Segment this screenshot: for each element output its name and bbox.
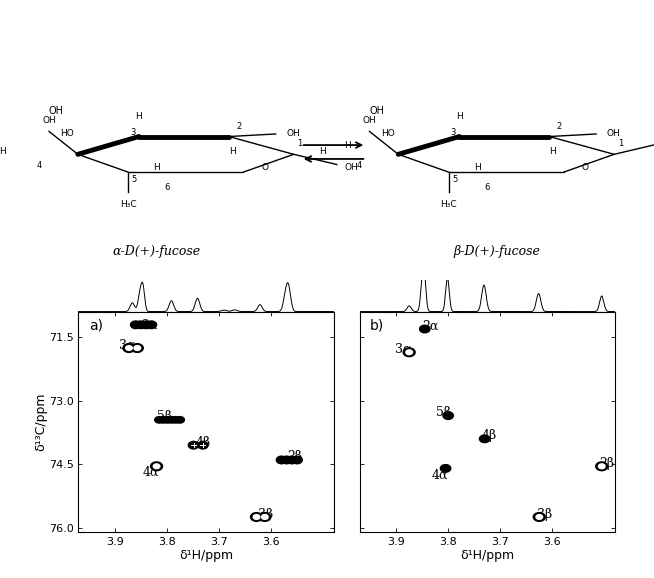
Ellipse shape xyxy=(536,514,543,520)
Text: OH: OH xyxy=(344,162,358,172)
Text: 6: 6 xyxy=(164,183,169,192)
Text: OH: OH xyxy=(49,106,63,116)
Text: 2β: 2β xyxy=(599,457,614,470)
Text: H: H xyxy=(0,147,6,156)
Text: 1: 1 xyxy=(297,139,303,148)
Ellipse shape xyxy=(292,456,302,464)
X-axis label: δ¹H/ppm: δ¹H/ppm xyxy=(179,550,233,562)
Text: H: H xyxy=(344,141,351,150)
Text: OH: OH xyxy=(286,129,300,139)
Text: 2β: 2β xyxy=(286,450,301,464)
Text: H₃C: H₃C xyxy=(440,200,457,209)
Text: 3β: 3β xyxy=(537,507,552,521)
Text: 3α: 3α xyxy=(119,339,136,351)
Ellipse shape xyxy=(126,346,132,350)
Ellipse shape xyxy=(443,412,453,420)
Ellipse shape xyxy=(163,417,172,423)
Text: 3: 3 xyxy=(130,128,135,136)
Ellipse shape xyxy=(155,417,164,423)
Text: 3α: 3α xyxy=(395,343,412,356)
Y-axis label: δ¹³C/ppm: δ¹³C/ppm xyxy=(35,392,47,451)
Text: H: H xyxy=(229,147,236,155)
Ellipse shape xyxy=(403,348,415,357)
Ellipse shape xyxy=(286,456,297,464)
Ellipse shape xyxy=(131,321,141,329)
Text: 2: 2 xyxy=(236,123,241,131)
Text: 3β: 3β xyxy=(258,507,273,521)
Ellipse shape xyxy=(253,514,260,520)
Ellipse shape xyxy=(420,325,430,333)
Text: 5: 5 xyxy=(452,175,458,184)
Text: OH: OH xyxy=(370,106,384,116)
Text: 4β: 4β xyxy=(482,429,497,442)
Ellipse shape xyxy=(596,462,608,470)
Text: 5: 5 xyxy=(131,175,137,184)
Text: H: H xyxy=(320,147,326,156)
Text: 4β: 4β xyxy=(196,436,211,449)
Text: 2α: 2α xyxy=(141,318,158,331)
Text: 4: 4 xyxy=(37,161,42,170)
Ellipse shape xyxy=(598,464,605,469)
Ellipse shape xyxy=(141,321,151,329)
Text: 2α: 2α xyxy=(422,320,439,332)
Ellipse shape xyxy=(123,344,135,353)
Text: 3: 3 xyxy=(451,128,456,136)
Ellipse shape xyxy=(136,321,146,329)
Text: H: H xyxy=(153,162,160,172)
Ellipse shape xyxy=(250,513,262,521)
Text: 4α: 4α xyxy=(432,468,448,481)
Ellipse shape xyxy=(281,456,292,464)
Ellipse shape xyxy=(406,350,413,355)
Ellipse shape xyxy=(262,514,268,520)
Ellipse shape xyxy=(479,435,490,443)
Text: 4α: 4α xyxy=(143,466,159,479)
Text: b): b) xyxy=(370,318,384,333)
Text: β-D(+)-fucose: β-D(+)-fucose xyxy=(454,245,540,258)
Ellipse shape xyxy=(440,465,451,472)
Ellipse shape xyxy=(150,462,163,470)
Text: O: O xyxy=(582,162,589,172)
Text: H: H xyxy=(456,112,463,121)
Text: HO: HO xyxy=(381,129,395,139)
Text: α-D(+)-fucose: α-D(+)-fucose xyxy=(113,245,201,258)
Text: H: H xyxy=(473,162,481,172)
Ellipse shape xyxy=(146,321,156,329)
Ellipse shape xyxy=(131,344,143,353)
Text: OH: OH xyxy=(42,116,56,125)
Text: H₃C: H₃C xyxy=(120,200,137,209)
Ellipse shape xyxy=(276,456,286,464)
Text: a): a) xyxy=(89,318,103,333)
Ellipse shape xyxy=(171,417,181,423)
Text: 5β: 5β xyxy=(157,410,172,423)
Text: 4: 4 xyxy=(357,161,362,170)
Text: H: H xyxy=(549,147,557,155)
Ellipse shape xyxy=(153,464,160,469)
Ellipse shape xyxy=(159,417,168,423)
Text: 2: 2 xyxy=(557,123,562,131)
Text: 1: 1 xyxy=(617,139,623,148)
Text: HO: HO xyxy=(60,129,75,139)
Text: O: O xyxy=(262,162,268,172)
Ellipse shape xyxy=(167,417,176,423)
Text: OH: OH xyxy=(362,116,377,125)
Text: 5β: 5β xyxy=(436,406,451,419)
Text: H: H xyxy=(135,112,143,121)
Ellipse shape xyxy=(198,442,208,449)
Ellipse shape xyxy=(134,346,141,350)
X-axis label: δ¹H/ppm: δ¹H/ppm xyxy=(460,550,514,562)
Ellipse shape xyxy=(533,513,545,521)
Ellipse shape xyxy=(175,417,184,423)
Text: 6: 6 xyxy=(485,183,490,192)
Ellipse shape xyxy=(259,513,271,521)
Text: OH: OH xyxy=(607,129,621,139)
Ellipse shape xyxy=(188,442,199,449)
